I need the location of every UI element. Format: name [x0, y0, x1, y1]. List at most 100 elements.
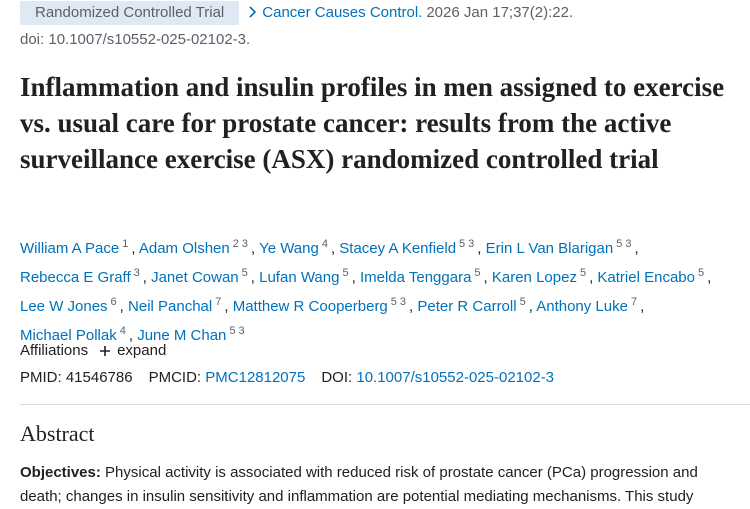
- author: Michael Pollak 4,: [20, 325, 133, 344]
- author-name[interactable]: Katriel Encabo: [597, 269, 695, 286]
- author-name[interactable]: William A Pace: [20, 240, 120, 257]
- affiliation-ref[interactable]: 2: [232, 238, 239, 250]
- separator: ,: [250, 269, 255, 286]
- affiliation-ref[interactable]: 3: [468, 238, 475, 250]
- author-name[interactable]: Lufan Wang: [259, 269, 340, 286]
- affiliation-ref[interactable]: 5: [241, 267, 248, 279]
- abstract: Objectives: Physical activity is associa…: [20, 461, 732, 509]
- separator: ,: [483, 269, 488, 286]
- affiliation-ref[interactable]: 5: [229, 325, 236, 337]
- author-name[interactable]: Karen Lopez: [491, 269, 577, 286]
- affiliation-refs: 6: [111, 296, 120, 308]
- author-name[interactable]: Peter R Carroll: [417, 298, 517, 315]
- separator: ,: [119, 298, 124, 315]
- affiliation-refs: 5: [520, 296, 529, 308]
- author-name[interactable]: Matthew R Cooperberg: [232, 298, 388, 315]
- author-name[interactable]: Anthony Luke: [536, 298, 628, 315]
- affiliation-ref[interactable]: 4: [321, 238, 328, 250]
- expand-text[interactable]: expand: [117, 342, 167, 359]
- author-name[interactable]: Ye Wang: [259, 240, 319, 257]
- author-name[interactable]: Rebecca E Graff: [20, 269, 131, 286]
- identifier: PMCID: PMC12812075: [149, 369, 306, 386]
- affiliation-ref[interactable]: 3: [241, 238, 248, 250]
- affiliation-ref[interactable]: 3: [625, 238, 632, 250]
- author: June M Chan 5 3: [137, 325, 247, 344]
- author-name[interactable]: Michael Pollak: [20, 327, 117, 344]
- doi-line: doi: 10.1007/s10552-025-02102-3.: [20, 31, 251, 48]
- author-name[interactable]: Lee W Jones: [20, 298, 108, 315]
- separator: ,: [589, 269, 594, 286]
- author: Janet Cowan 5,: [151, 267, 255, 286]
- separator: ,: [131, 240, 136, 257]
- identifier-label: PMCID:: [148, 369, 202, 386]
- expand-toggle[interactable]: expand: [98, 342, 166, 359]
- affiliation-refs: 7: [631, 296, 640, 308]
- chevron-icon: [249, 6, 257, 18]
- author: Anthony Luke 7,: [536, 296, 645, 315]
- identifier-value[interactable]: PMC12812075: [205, 369, 306, 386]
- affiliation-ref[interactable]: 5: [697, 267, 705, 279]
- affiliation-ref[interactable]: 3: [238, 325, 245, 337]
- identifier-label: PMID:: [20, 369, 62, 386]
- separator: ,: [224, 298, 229, 315]
- affiliation-ref[interactable]: 6: [110, 296, 117, 308]
- affiliation-ref[interactable]: 4: [119, 325, 126, 337]
- publication-type[interactable]: Randomized Controlled Trial: [20, 0, 240, 25]
- affiliation-ref[interactable]: 7: [215, 296, 222, 308]
- author: Karen Lopez 5,: [491, 267, 594, 286]
- divider: [20, 404, 750, 405]
- affiliation-ref[interactable]: 5: [390, 296, 397, 308]
- abstract-section: Objectives: Physical activity is associa…: [20, 461, 732, 509]
- author: William A Pace 1,: [20, 238, 136, 257]
- authors: William A Pace 1, Adam Olshen 2 3, Ye Wang 4…: [20, 232, 730, 348]
- plus-icon: [100, 345, 111, 356]
- affiliation-ref[interactable]: 5: [519, 296, 526, 308]
- author-name[interactable]: Imelda Tenggara: [359, 269, 472, 286]
- author: Peter R Carroll 5,: [417, 296, 533, 315]
- affiliation-refs: 4: [120, 325, 129, 337]
- author: Lufan Wang 5,: [259, 267, 356, 286]
- affiliation-refs: 5: [242, 267, 251, 279]
- affiliation-ref[interactable]: 3: [133, 267, 140, 279]
- affiliation-refs: 3: [134, 267, 143, 279]
- author-name[interactable]: Adam Olshen: [138, 240, 230, 257]
- author: Neil Panchal 7,: [128, 296, 229, 315]
- identifier: PMID: 41546786: [20, 369, 133, 386]
- separator: ,: [477, 240, 482, 257]
- separator: ,: [330, 240, 336, 257]
- author: Stacey A Kenfield 5 3,: [339, 238, 482, 257]
- affiliation-refs: 5: [342, 267, 351, 279]
- author-name[interactable]: Neil Panchal: [128, 298, 213, 315]
- identifier-value[interactable]: 10.1007/s10552-025-02102-3: [356, 369, 555, 386]
- affiliation-ref[interactable]: 1: [122, 238, 129, 250]
- separator: ,: [142, 269, 147, 286]
- affiliation-ref[interactable]: 5: [459, 238, 466, 250]
- affiliation-refs: 7: [215, 296, 224, 308]
- journal-link[interactable]: Cancer Causes Control.: [249, 4, 422, 21]
- affiliation-ref[interactable]: 5: [579, 267, 587, 279]
- affiliations-label: Affiliations: [20, 342, 89, 359]
- identifier-value: 41546786: [65, 369, 133, 386]
- author-name[interactable]: Stacey A Kenfield: [339, 240, 457, 257]
- affiliation-ref[interactable]: 7: [630, 296, 638, 308]
- journal[interactable]: Cancer Causes Control.: [262, 4, 423, 21]
- affiliations: Affiliations expand: [20, 342, 166, 359]
- affiliation-ref[interactable]: 3: [399, 296, 407, 308]
- author-name[interactable]: June M Chan: [137, 327, 227, 344]
- author-name[interactable]: Erin L Van Blarigan: [485, 240, 614, 257]
- article-title: Inflammation and insulin profiles in men…: [20, 72, 725, 174]
- separator: ,: [640, 298, 645, 315]
- identifiers: PMID: 41546786 PMCID: PMC12812075 DOI: 10.…: [20, 369, 570, 386]
- affiliation-refs: 5: [474, 267, 483, 279]
- author-name[interactable]: Janet Cowan: [151, 269, 239, 286]
- affiliation-ref[interactable]: 5: [342, 267, 349, 279]
- affiliation-ref[interactable]: 5: [474, 267, 481, 279]
- affiliation-ref[interactable]: 5: [616, 238, 623, 250]
- affiliation-refs: 5: [698, 267, 707, 279]
- section-text: Physical activity is associated with red…: [20, 464, 698, 505]
